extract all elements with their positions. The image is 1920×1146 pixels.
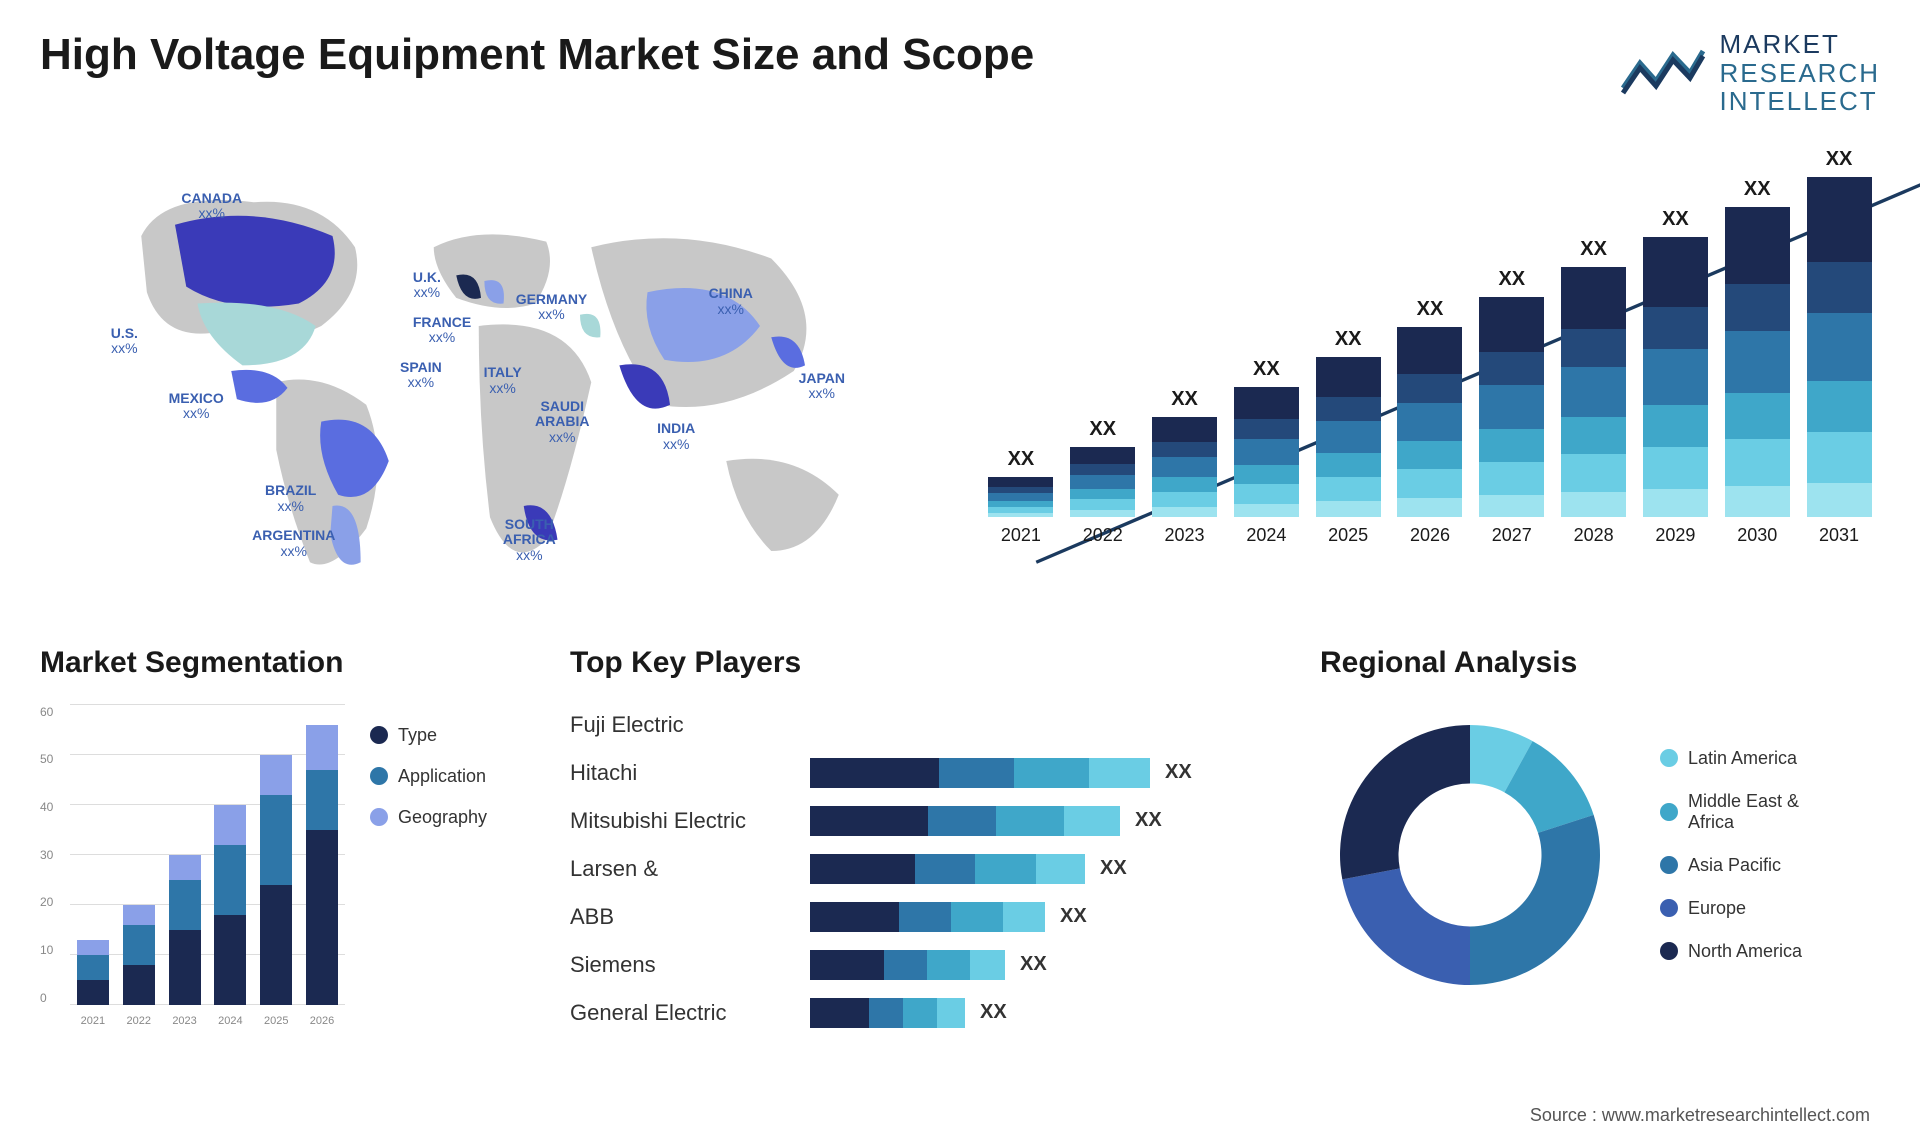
map-label-canada: CANADAxx% (181, 191, 242, 222)
growth-bar-chart: XX2021 XX2022 XX2023 XX2024 XX2025XX2026 XX20… (980, 146, 1880, 596)
player-row-hitachi: HitachiXX (570, 753, 1270, 793)
seg-bar-2025: 2025 (260, 755, 292, 1005)
map-label-france: FRANCExx% (413, 315, 471, 346)
player-row-fuji-electric: Fuji Electric (570, 705, 1270, 745)
map-label-brazil: BRAZILxx% (265, 483, 316, 514)
world-map: CANADAxx% U.S.xx% MEXICOxx% BRAZILxx% ARGENT… (40, 146, 940, 596)
map-label-india: INDIAxx% (657, 421, 695, 452)
page-title: High Voltage Equipment Market Size and S… (40, 30, 1034, 80)
growth-bar-2025: XX2025 (1316, 328, 1381, 546)
regional-legend-north-america: North America (1660, 941, 1802, 962)
map-label-saudi-arabia: SAUDIARABIAxx% (535, 399, 589, 445)
seg-bar-2023: 2023 (169, 855, 201, 1005)
growth-bar-2030: XX2030 (1725, 178, 1790, 546)
map-label-germany: GERMANYxx% (516, 292, 588, 323)
seg-bar-2024: 2024 (214, 805, 246, 1005)
players-title: Top Key Players (570, 646, 1270, 680)
players-section: Top Key Players Fuji Electric HitachiXX Mi… (570, 646, 1270, 1066)
map-label-argentina: ARGENTINAxx% (252, 528, 335, 559)
growth-bar-2028: XX2028 (1561, 238, 1626, 546)
map-label-spain: SPAINxx% (400, 360, 442, 391)
seg-legend-geography: Geography (370, 807, 520, 828)
players-list: Fuji Electric HitachiXX Mitsubishi Electri… (570, 705, 1270, 1033)
segmentation-title: Market Segmentation (40, 646, 520, 680)
map-label-u-s-: U.S.xx% (111, 326, 138, 357)
regional-legend-latin-america: Latin America (1660, 748, 1802, 769)
player-row-abb: ABBXX (570, 897, 1270, 937)
regional-legend-asia-pacific: Asia Pacific (1660, 855, 1802, 876)
player-row-mitsubishi-electric: Mitsubishi ElectricXX (570, 801, 1270, 841)
logo-icon (1618, 43, 1708, 103)
source-citation: Source : www.marketresearchintellect.com (1530, 1105, 1870, 1126)
growth-bar-2022: XX2022 (1070, 418, 1135, 546)
growth-bar-2023: XX2023 (1152, 388, 1217, 546)
growth-bar-2024: XX2024 (1234, 358, 1299, 546)
seg-legend-application: Application (370, 766, 520, 787)
player-row-general-electric: General ElectricXX (570, 993, 1270, 1033)
map-label-mexico: MEXICOxx% (169, 391, 224, 422)
donut-slice-asia-pacific (1470, 815, 1600, 985)
regional-legend-middle-east-africa: Middle East &Africa (1660, 791, 1802, 833)
seg-bar-2022: 2022 (123, 905, 155, 1005)
map-label-south-africa: SOUTHAFRICAxx% (503, 517, 556, 563)
donut-slice-north-america (1340, 725, 1470, 879)
growth-bar-2031: XX2031 (1807, 148, 1872, 546)
growth-bar-2029: XX2029 (1643, 208, 1708, 546)
map-label-u-k-: U.K.xx% (413, 270, 441, 301)
player-row-siemens: SiemensXX (570, 945, 1270, 985)
growth-bar-2027: XX2027 (1479, 268, 1544, 546)
map-label-japan: JAPANxx% (799, 371, 845, 402)
regional-legend-europe: Europe (1660, 898, 1802, 919)
player-row-larsen-: Larsen &XX (570, 849, 1270, 889)
seg-bar-2026: 2026 (306, 725, 338, 1005)
seg-legend-type: Type (370, 725, 520, 746)
regional-title: Regional Analysis (1320, 646, 1880, 680)
donut-slice-europe (1342, 868, 1470, 985)
segmentation-chart: 0102030405060 202120222023202420252026 T… (40, 705, 520, 1035)
growth-bar-2026: XX2026 (1397, 298, 1462, 546)
regional-section: Regional Analysis Latin America Middle Ea… (1320, 646, 1880, 1066)
regional-donut (1320, 705, 1620, 1005)
map-label-italy: ITALYxx% (484, 365, 522, 396)
growth-bar-2021: XX2021 (988, 448, 1053, 546)
map-label-china: CHINAxx% (709, 286, 753, 317)
segmentation-section: Market Segmentation 0102030405060 202120… (40, 646, 520, 1066)
brand-logo: MARKET RESEARCH INTELLECT (1618, 30, 1880, 116)
seg-bar-2021: 2021 (77, 940, 109, 1005)
